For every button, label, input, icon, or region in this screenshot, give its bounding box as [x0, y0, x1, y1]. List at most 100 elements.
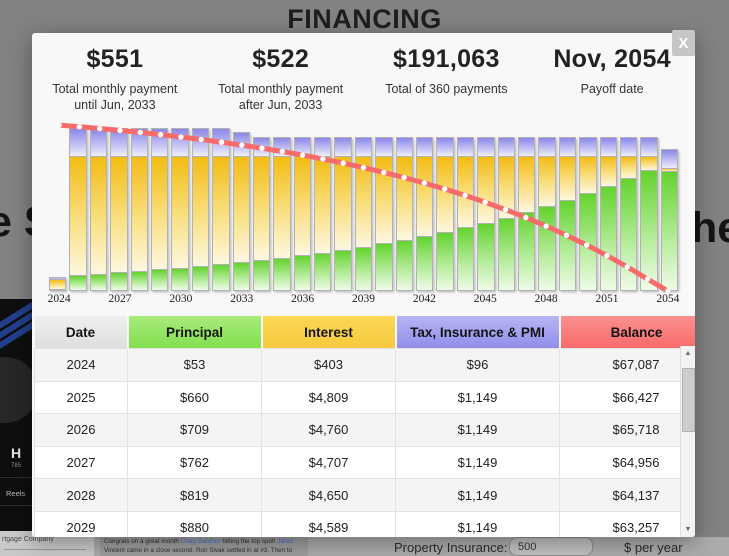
bar-segment: [436, 136, 454, 157]
bar-segment: [130, 270, 148, 291]
bar-segment: [375, 136, 393, 157]
table-row: 2028 $819 $4,650 $1,149 $64,137: [34, 478, 695, 512]
bar-segment: [538, 156, 556, 207]
company-label: rtgage Company: [2, 536, 54, 543]
bar-segment: [212, 264, 230, 291]
bar-segment: [150, 156, 169, 270]
table-cell: $660: [127, 380, 262, 415]
stacked-bar-2054: [660, 149, 679, 291]
bar-segment: [599, 156, 617, 186]
table-cell: 2025: [34, 380, 128, 415]
divider: [0, 477, 33, 478]
scroll-down-icon[interactable]: ▼: [684, 526, 692, 533]
table-row: 2024 $53 $403 $96 $67,087: [34, 348, 695, 382]
header-date: Date: [34, 316, 128, 349]
table-cell: $4,650: [261, 478, 396, 512]
stacked-bar-2043: [436, 136, 454, 291]
bar-segment: [354, 246, 373, 291]
toast-link-jared[interactable]: Jared: [277, 538, 294, 545]
amortization-table-zone: Date Principal Interest Tax, Insurance &…: [34, 316, 695, 537]
property-insurance-label: Property Insurance:: [394, 540, 508, 555]
tab-reels[interactable]: Reels: [6, 489, 26, 498]
x-tick-label: 2042: [412, 293, 436, 305]
table-cell: $1,149: [395, 380, 560, 415]
bar-segment: [517, 212, 536, 291]
bar-segment: [89, 273, 108, 291]
bar-segment: [191, 265, 210, 291]
balance-line: [56, 122, 671, 294]
table-cell: $1,149: [395, 413, 560, 447]
bar-segment: [375, 156, 393, 244]
stacked-bar-2028: [130, 128, 148, 291]
bar-segment: [517, 156, 536, 213]
toast-text: hitting the top spot!: [220, 538, 278, 545]
bar-segment: [252, 156, 271, 260]
table-cell: $64,956: [559, 445, 695, 480]
scrollbar-thumb[interactable]: [682, 368, 695, 432]
bar-segment: [660, 149, 679, 168]
profile-follower-count: 785: [11, 463, 22, 469]
x-tick-label: 2054: [656, 293, 680, 305]
bar-segment: [89, 156, 108, 274]
stats-row: $551 Total monthly payment until Jun, 203…: [32, 45, 695, 114]
close-icon[interactable]: X: [672, 30, 695, 56]
amortization-chart: 2024 2027 2030 2033 2036 2039 2042 2045 2048 2051…: [48, 113, 680, 309]
bar-segment: [293, 136, 312, 157]
stat-value: Nov, 2054: [553, 45, 671, 73]
bar-segment: [599, 136, 617, 157]
table-cell: $4,589: [261, 510, 396, 537]
property-insurance-input[interactable]: [509, 537, 593, 556]
bar-segment: [395, 136, 414, 157]
stacked-bar-2051: [599, 136, 617, 291]
bar-segment: [477, 136, 495, 157]
bar-segment: [619, 136, 638, 157]
divider: [4, 549, 86, 550]
bar-segment: [314, 252, 332, 291]
bar-segment: [69, 156, 87, 275]
bar-segment: [477, 222, 495, 291]
bar-segment: [273, 156, 291, 258]
bar-segment: [558, 156, 577, 200]
stacked-bar-2047: [517, 136, 536, 291]
bar-segment: [640, 136, 658, 157]
divider: [0, 505, 33, 506]
stacked-bar-2031: [191, 128, 210, 291]
table-cell: $64,137: [559, 478, 695, 512]
table-cell: $96: [395, 348, 560, 382]
table-cell: 2026: [34, 413, 128, 447]
table-scrollbar[interactable]: ▲ ▼: [680, 346, 695, 537]
bar-segment: [150, 269, 169, 291]
bar-segment: [395, 239, 414, 291]
stacked-bar-2039: [354, 136, 373, 291]
bar-segment: [517, 136, 536, 157]
x-tick-label: 2033: [230, 293, 254, 305]
x-tick-label: 2027: [108, 293, 132, 305]
stacked-bar-2025: [69, 128, 87, 291]
table-cell: $4,760: [261, 413, 396, 447]
table-cell: $762: [127, 445, 262, 480]
table-cell: 2024: [34, 348, 128, 382]
scroll-up-icon[interactable]: ▲: [684, 350, 692, 357]
toast-text: Vincent came in a close second. Ron Siva…: [104, 546, 293, 554]
avatar: [0, 357, 33, 423]
bar-segment: [436, 231, 454, 291]
stat-monthly-payment-after: $522 Total monthly payment after Jun, 203…: [198, 45, 364, 114]
table-cell: $1,149: [395, 510, 560, 537]
table-cell: $4,809: [261, 380, 396, 415]
bar-segment: [579, 136, 597, 157]
bar-segment: [212, 156, 230, 265]
stat-monthly-payment-before: $551 Total monthly payment until Jun, 203…: [32, 45, 198, 114]
x-tick-label: 2045: [473, 293, 497, 305]
table-row: 2025 $660 $4,809 $1,149 $66,427: [34, 380, 695, 415]
toast-link-craig-gardner[interactable]: Craig Gardner: [180, 538, 221, 545]
x-tick-label: 2048: [534, 293, 558, 305]
stacked-bar-2038: [334, 136, 352, 291]
bar-segment: [49, 289, 67, 291]
bar-segment: [191, 156, 210, 266]
bar-segment: [416, 136, 434, 157]
chart-x-axis: 2024 2027 2030 2033 2036 2039 2042 2045 2048 2051…: [48, 293, 680, 309]
x-tick-label: 2051: [595, 293, 619, 305]
header-principal: Principal: [126, 316, 262, 349]
amortization-table: Date Principal Interest Tax, Insurance &…: [34, 316, 695, 537]
bar-segment: [416, 235, 434, 291]
